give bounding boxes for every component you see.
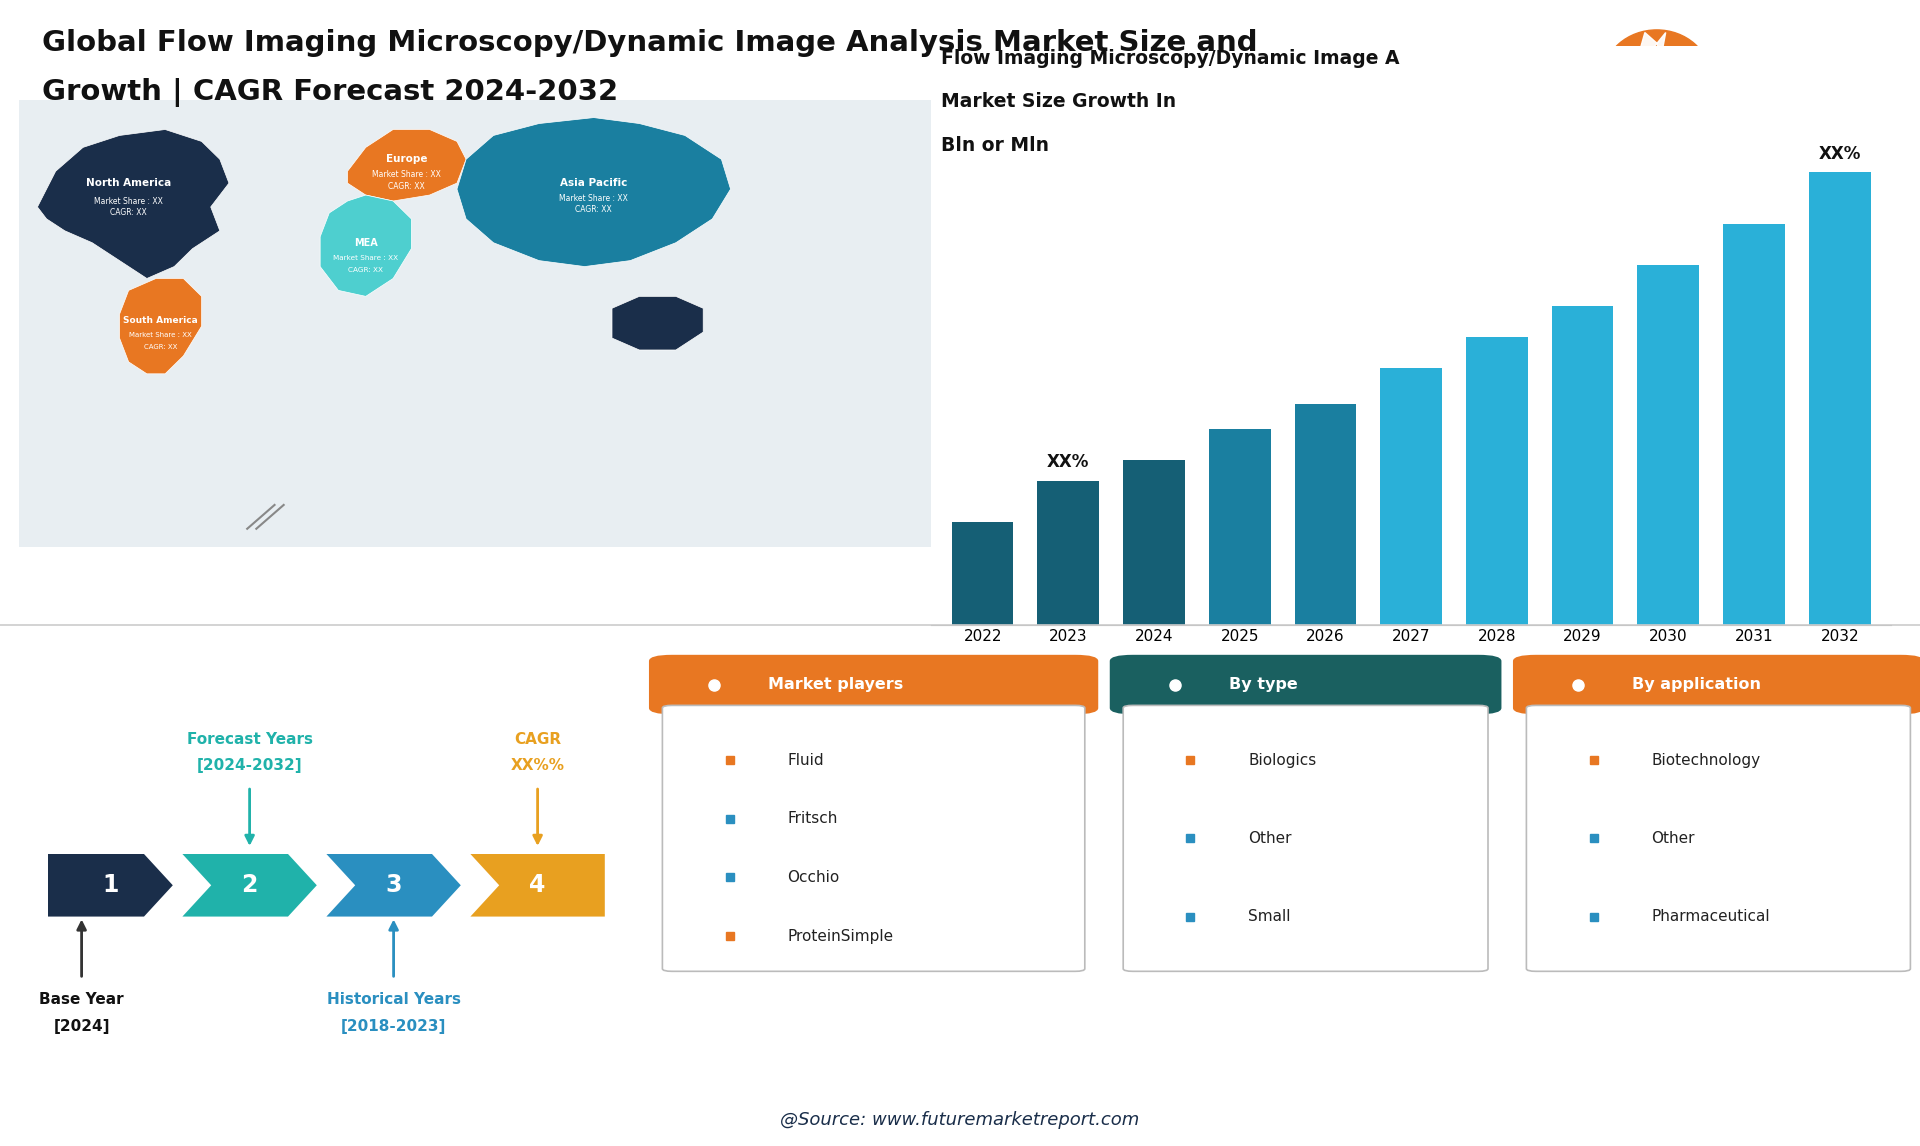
Text: Europe: Europe (386, 155, 428, 164)
Text: Flow Imaging Microscopy/Dynamic Image A: Flow Imaging Microscopy/Dynamic Image A (941, 49, 1400, 68)
FancyBboxPatch shape (1513, 654, 1920, 714)
Text: Biologics: Biologics (1248, 753, 1317, 768)
FancyBboxPatch shape (649, 654, 1098, 714)
Text: XX%: XX% (1818, 146, 1860, 163)
Bar (1037, 480, 1098, 625)
Text: Other: Other (1248, 831, 1292, 846)
FancyBboxPatch shape (662, 706, 1085, 972)
Text: 2: 2 (242, 873, 257, 897)
Text: Market Share : XX: Market Share : XX (94, 196, 163, 205)
Text: South America: South America (123, 315, 198, 324)
Bar (1724, 223, 1786, 625)
Text: CAGR: XX: CAGR: XX (109, 209, 148, 218)
Text: [2024-2032]: [2024-2032] (196, 758, 303, 772)
Text: Market Share : XX: Market Share : XX (334, 254, 397, 260)
FancyBboxPatch shape (1110, 654, 1501, 714)
Text: Base Year: Base Year (38, 992, 125, 1007)
Polygon shape (348, 129, 467, 201)
Text: Fritsch: Fritsch (787, 811, 837, 826)
Bar (1467, 337, 1528, 625)
FancyBboxPatch shape (1526, 706, 1910, 972)
Text: 3: 3 (386, 873, 401, 897)
Polygon shape (48, 854, 173, 917)
Text: Fluid: Fluid (787, 753, 824, 768)
Text: Forecast Years: Forecast Years (186, 732, 313, 747)
Text: Market Size Growth In: Market Size Growth In (941, 92, 1175, 111)
Text: [2024]: [2024] (54, 1019, 109, 1034)
Text: Pharmaceutical: Pharmaceutical (1651, 909, 1770, 924)
Polygon shape (326, 854, 461, 917)
Text: Bln or Mln: Bln or Mln (941, 135, 1048, 155)
Text: By type: By type (1229, 677, 1298, 692)
Text: CAGR: CAGR (515, 732, 561, 747)
Bar (952, 521, 1014, 625)
Text: XX%%: XX%% (511, 758, 564, 772)
Text: Growth | CAGR Forecast 2024-2032: Growth | CAGR Forecast 2024-2032 (42, 78, 618, 107)
Text: FMR: FMR (1722, 49, 1774, 69)
Text: By application: By application (1632, 677, 1761, 692)
Text: Market Share : XX: Market Share : XX (372, 170, 442, 179)
Text: Small: Small (1248, 909, 1290, 924)
Polygon shape (119, 278, 202, 374)
Polygon shape (38, 129, 228, 278)
Bar (1294, 403, 1356, 625)
Text: 1: 1 (102, 873, 119, 897)
Polygon shape (321, 195, 411, 297)
Text: CAGR: XX: CAGR: XX (576, 205, 612, 214)
Polygon shape (612, 297, 703, 350)
Polygon shape (182, 854, 317, 917)
Text: Historical Years: Historical Years (326, 992, 461, 1007)
Text: FUTURE MARKET REPORT: FUTURE MARKET REPORT (1722, 99, 1811, 104)
Text: CAGR: XX: CAGR: XX (348, 267, 384, 273)
Text: Market Share : XX: Market Share : XX (129, 332, 192, 338)
Text: [2018-2023]: [2018-2023] (342, 1019, 445, 1034)
Text: XX%: XX% (1046, 454, 1089, 471)
Text: 4: 4 (530, 873, 545, 897)
FancyBboxPatch shape (1123, 706, 1488, 972)
Text: Biotechnology: Biotechnology (1651, 753, 1761, 768)
Bar (1123, 461, 1185, 625)
Text: Asia Pacific: Asia Pacific (561, 178, 628, 188)
Text: Market Share : XX: Market Share : XX (559, 194, 628, 203)
Polygon shape (470, 854, 605, 917)
Bar (1551, 306, 1613, 625)
FancyBboxPatch shape (19, 100, 931, 547)
Text: MEA: MEA (353, 237, 378, 248)
Text: Occhio: Occhio (787, 870, 839, 885)
Text: Market players: Market players (768, 677, 902, 692)
Text: CAGR: XX: CAGR: XX (388, 181, 424, 190)
Text: North America: North America (86, 178, 171, 188)
Text: @Source: www.futuremarketreport.com: @Source: www.futuremarketreport.com (780, 1110, 1140, 1129)
Text: ProteinSimple: ProteinSimple (787, 928, 893, 943)
Polygon shape (1636, 32, 1668, 117)
Bar (1809, 172, 1870, 625)
Text: Global Flow Imaging Microscopy/Dynamic Image Analysis Market Size and: Global Flow Imaging Microscopy/Dynamic I… (42, 29, 1258, 56)
Circle shape (1603, 30, 1711, 125)
Polygon shape (457, 118, 730, 267)
Bar (1638, 265, 1699, 625)
Text: Other: Other (1651, 831, 1695, 846)
Bar (1210, 430, 1271, 625)
Text: CAGR: XX: CAGR: XX (144, 344, 177, 350)
Bar (1380, 368, 1442, 625)
